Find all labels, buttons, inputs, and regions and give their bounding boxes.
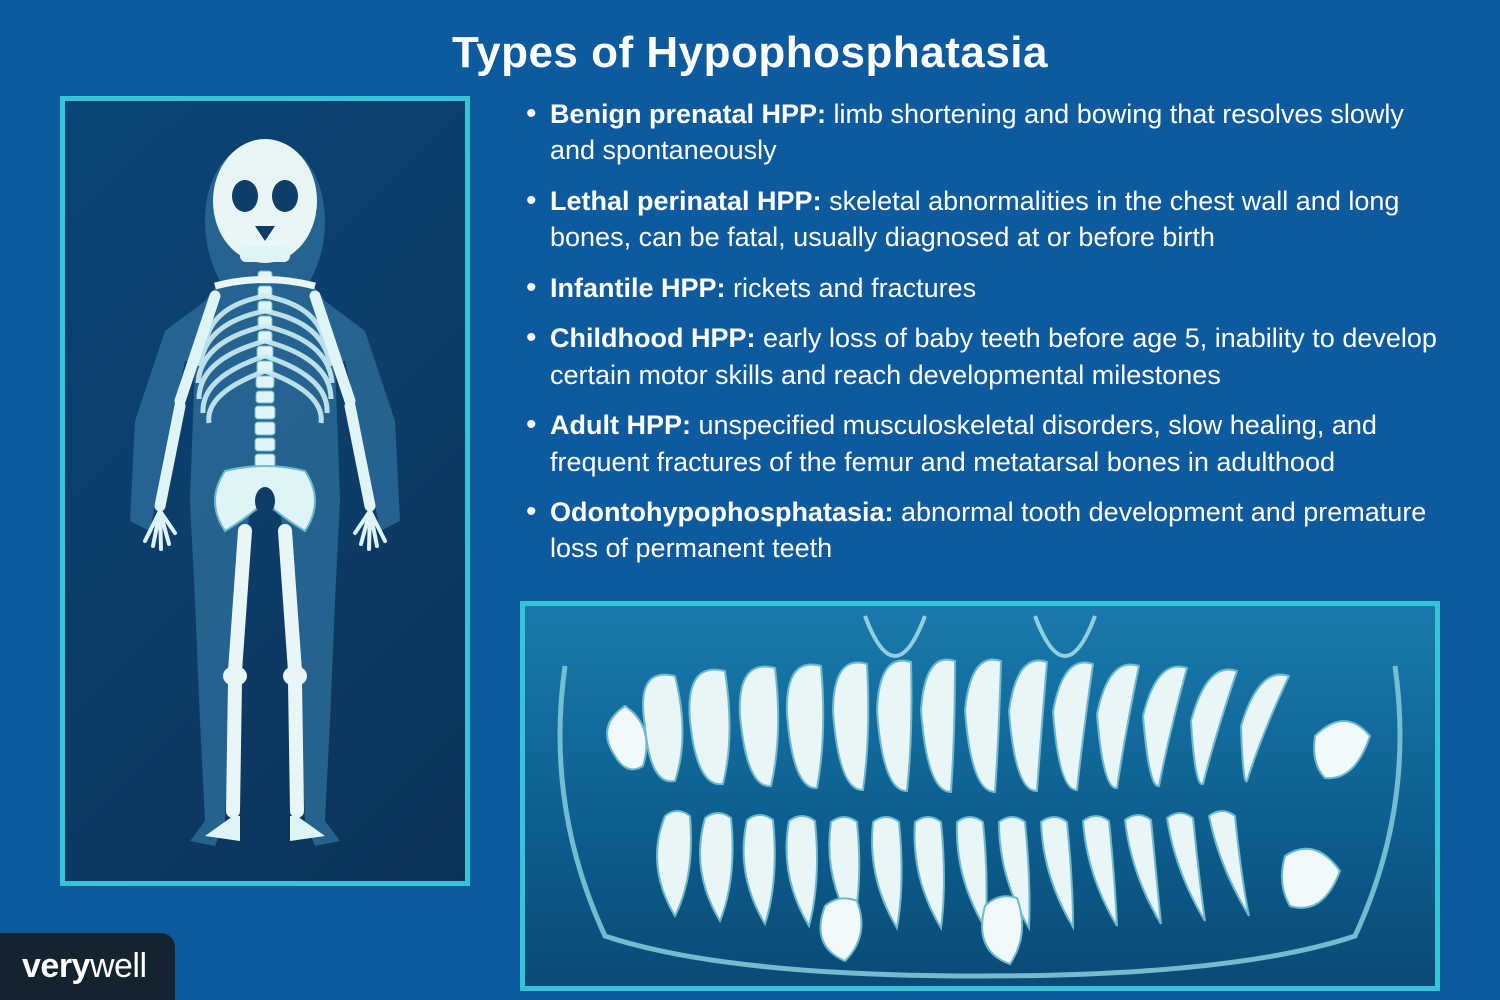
list-item: Lethal perinatal HPP: skeletal abnormali… [520, 183, 1440, 256]
page-title: Types of Hypophosphatasia [0, 0, 1500, 96]
skeleton-xray-frame [60, 96, 470, 886]
teeth-xray-frame [520, 601, 1440, 991]
list-item: Adult HPP: unspecified musculoskeletal d… [520, 407, 1440, 480]
list-item-term: Odontohypophosphatasia: [550, 497, 894, 527]
content-row: Benign prenatal HPP: limb shortening and… [0, 96, 1500, 991]
teeth-illustration [525, 606, 1435, 986]
list-item-term: Adult HPP: [550, 410, 691, 440]
logo-light-part: well [90, 947, 147, 985]
hpp-types-list: Benign prenatal HPP: limb shortening and… [510, 96, 1440, 581]
list-item: Odontohypophosphatasia: abnormal tooth d… [520, 494, 1440, 567]
skeleton-illustration [65, 101, 465, 881]
list-item: Benign prenatal HPP: limb shortening and… [520, 96, 1440, 169]
list-item-term: Infantile HPP: [550, 273, 726, 303]
list-item: Infantile HPP: rickets and fractures [520, 270, 1440, 306]
list-item-term: Benign prenatal HPP: [550, 99, 826, 129]
list-item-term: Childhood HPP: [550, 323, 755, 353]
right-column: Benign prenatal HPP: limb shortening and… [510, 96, 1440, 991]
list-item-desc: rickets and fractures [726, 273, 977, 303]
brand-logo-badge: verywell [0, 933, 175, 1000]
list-item: Childhood HPP: early loss of baby teeth … [520, 320, 1440, 393]
left-column [60, 96, 470, 991]
logo-bold-part: very [22, 947, 90, 985]
list-item-term: Lethal perinatal HPP: [550, 186, 822, 216]
